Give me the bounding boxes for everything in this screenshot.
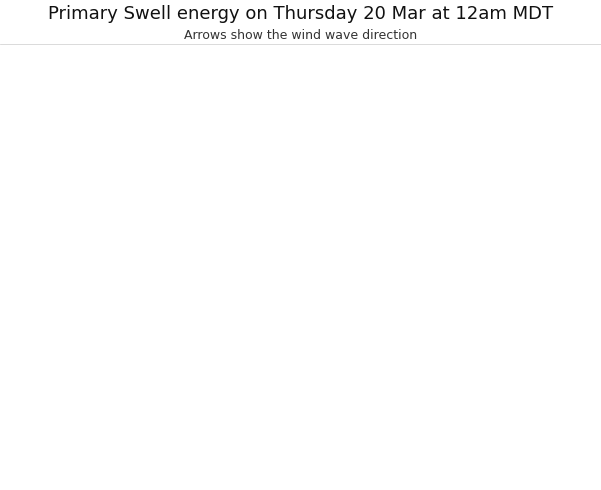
Text: Arrows show the wind wave direction: Arrows show the wind wave direction bbox=[184, 28, 417, 42]
Text: cartopy not available: cartopy not available bbox=[197, 258, 404, 277]
Text: Primary Swell energy on Thursday 20 Mar at 12am MDT: Primary Swell energy on Thursday 20 Mar … bbox=[48, 4, 553, 23]
